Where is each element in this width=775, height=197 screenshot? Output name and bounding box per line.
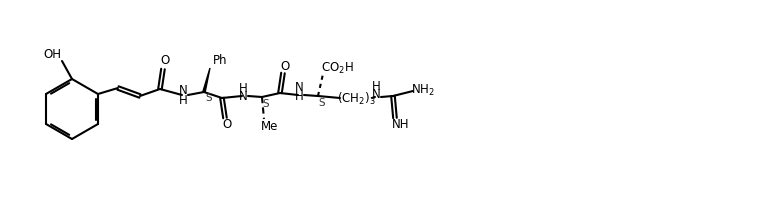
- Text: H: H: [371, 81, 381, 94]
- Text: S: S: [319, 98, 326, 108]
- Text: CO$_2$H: CO$_2$H: [321, 60, 353, 76]
- Text: NH: NH: [392, 119, 410, 132]
- Text: O: O: [160, 55, 170, 68]
- Text: Ph: Ph: [212, 55, 227, 68]
- Text: H: H: [178, 94, 188, 107]
- Text: OH: OH: [43, 47, 61, 60]
- Text: N: N: [178, 84, 188, 97]
- Text: Me: Me: [261, 120, 279, 133]
- Text: S: S: [205, 93, 212, 103]
- Text: NH$_2$: NH$_2$: [411, 83, 435, 98]
- Text: O: O: [281, 59, 290, 72]
- Text: N: N: [294, 82, 303, 95]
- Text: N: N: [239, 90, 247, 103]
- Text: H: H: [239, 83, 247, 96]
- Text: (CH$_2$)$_3$: (CH$_2$)$_3$: [336, 91, 375, 107]
- Text: S: S: [263, 99, 269, 109]
- Text: O: O: [222, 119, 232, 132]
- Text: N: N: [371, 88, 381, 101]
- Polygon shape: [203, 68, 210, 92]
- Text: H: H: [294, 90, 303, 103]
